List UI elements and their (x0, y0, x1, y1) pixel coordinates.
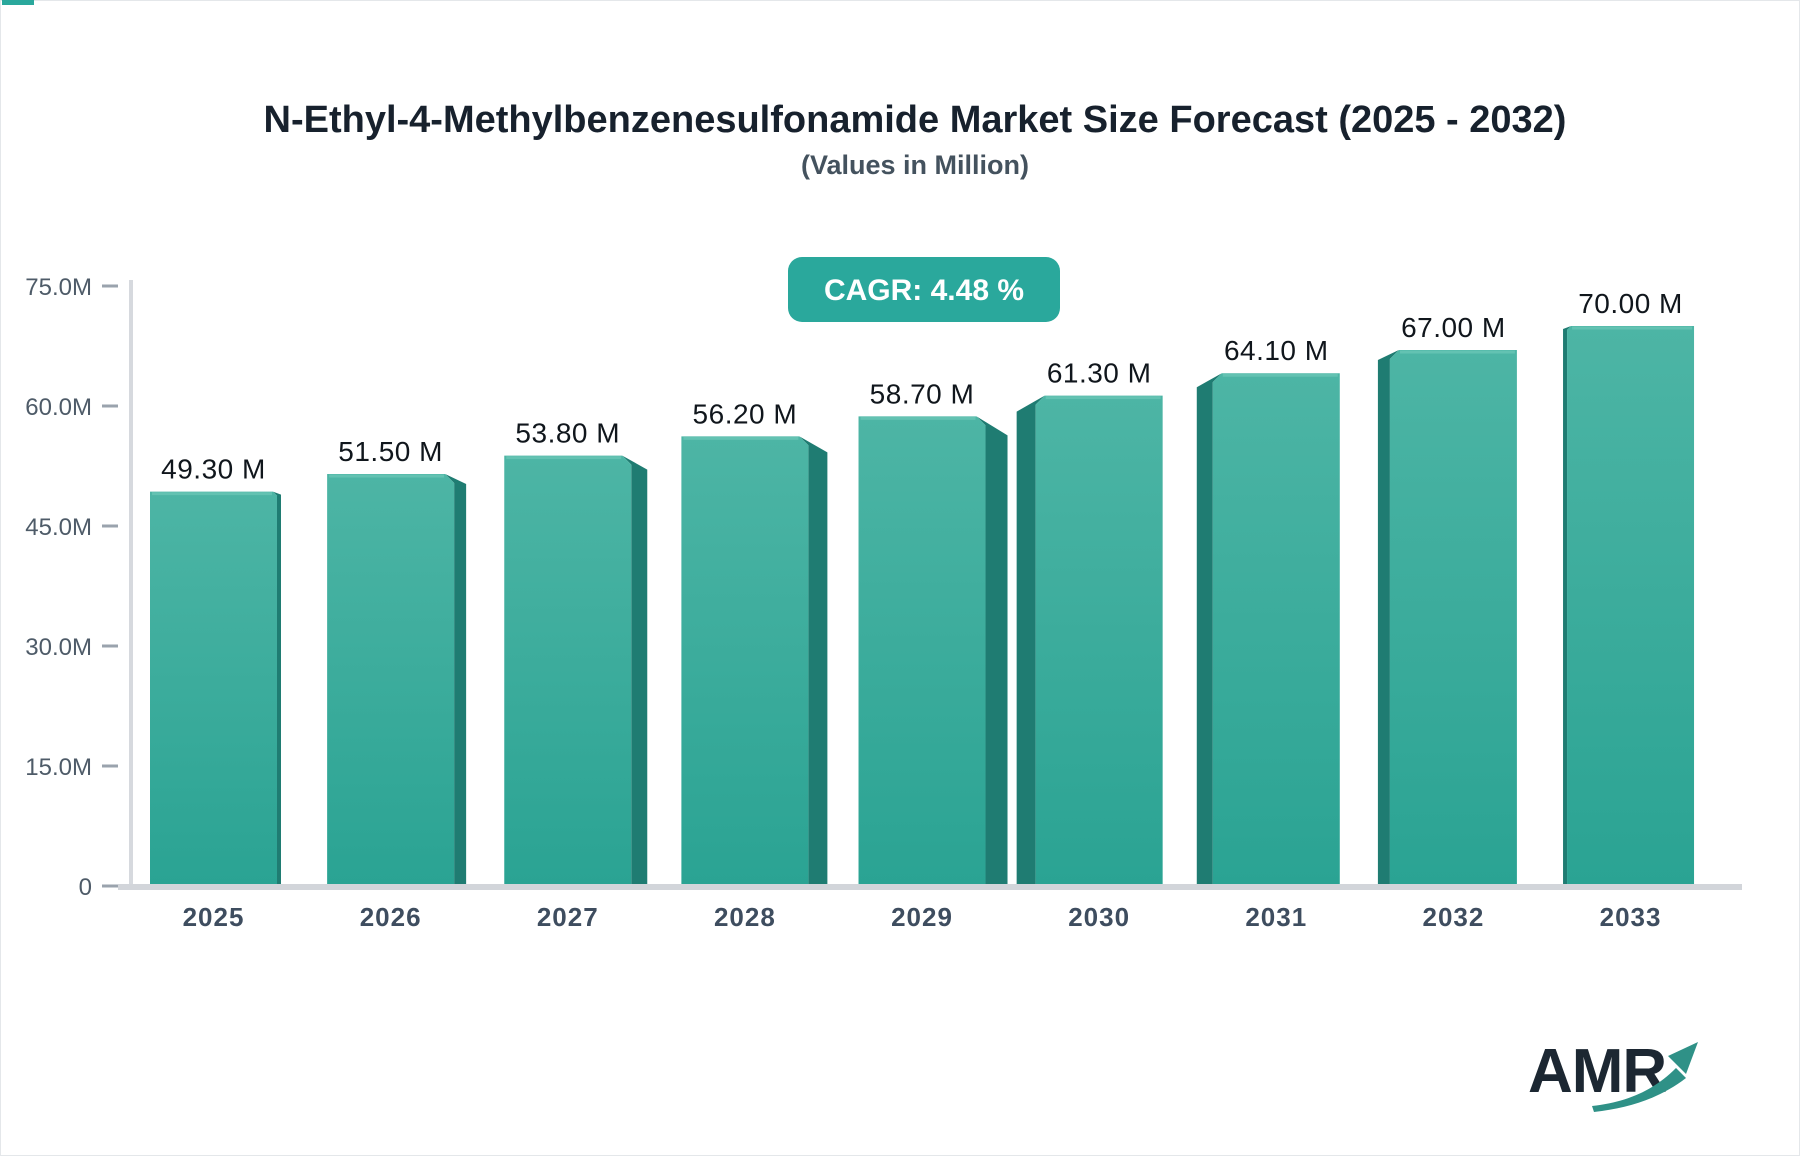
bar-front-face[interactable] (858, 416, 986, 886)
x-axis-baseline (118, 884, 1742, 890)
amr-logo: AMR (1528, 1037, 1698, 1112)
y-axis-tick-label: 30.0M (25, 634, 92, 661)
bar-side-face (799, 436, 828, 886)
bar-front-face[interactable] (327, 474, 455, 886)
cagr-badge-background (788, 257, 1060, 322)
y-axis-tick (102, 284, 118, 288)
bar-value-label: 64.10 M (1224, 335, 1329, 366)
bar-chart-plot-area: 0 15.0M 30.0M 45.0M 60.0M 75.0M 49.30 M 51.50 M… (25, 274, 1742, 932)
bar-value-label: 67.00 M (1401, 312, 1506, 343)
bar-value-label: 61.30 M (1047, 358, 1152, 389)
amr-logo-arrow-swoosh (1592, 1068, 1686, 1112)
bar-side-face (1016, 395, 1045, 886)
bar-group-2031: 64.10 M (1196, 335, 1340, 886)
bar-front-face[interactable] (1035, 395, 1163, 886)
bar-group-2029: 58.70 M (858, 378, 1008, 886)
bar-side-face (445, 474, 467, 886)
bar-front-face[interactable] (1567, 326, 1695, 886)
y-axis-tick (102, 884, 118, 888)
y-axis-tick-label: 60.0M (25, 394, 92, 421)
amr-logo-arrow-head-icon (1668, 1042, 1698, 1074)
y-axis-tick-label: 15.0M (25, 754, 92, 781)
bar-front-face[interactable] (681, 436, 809, 886)
x-axis-label: 2026 (360, 902, 422, 932)
x-axis-label: 2032 (1422, 902, 1484, 932)
bar-side-face (622, 455, 648, 886)
cagr-badge-label: CAGR: 4.48 % (824, 274, 1024, 307)
x-axis-label: 2029 (891, 902, 953, 932)
corner-accent-strip (2, 0, 34, 5)
bar-front-face[interactable] (1389, 350, 1517, 886)
y-axis-tick-label: 45.0M (25, 514, 92, 541)
bar-side-face (976, 416, 1008, 886)
bar-front-face[interactable] (150, 491, 277, 886)
bar-front-face[interactable] (504, 455, 632, 886)
bar-group-2033: 70.00 M (1563, 288, 1695, 886)
page-subtitle: (Values in Million) (801, 150, 1029, 180)
bar-value-label: 49.30 M (161, 454, 266, 485)
y-axis-tick (102, 404, 118, 408)
bar-side-face (1377, 350, 1399, 886)
bar-value-label: 51.50 M (338, 436, 443, 467)
y-axis-tick (102, 644, 118, 648)
page-title: N-Ethyl-4-Methylbenzenesulfonamide Marke… (264, 99, 1567, 141)
bar-group-2027: 53.80 M (504, 418, 648, 886)
bar-value-label: 70.00 M (1578, 288, 1683, 319)
bar-value-label: 56.20 M (693, 398, 798, 429)
y-axis-tick-label: 75.0M (25, 274, 92, 301)
y-axis-line (129, 280, 133, 886)
bar-group-2030: 61.30 M (1016, 358, 1163, 886)
bar-group-2028: 56.20 M (681, 398, 828, 886)
bar-value-label: 58.70 M (870, 378, 975, 409)
cagr-badge: CAGR: 4.48 % (788, 257, 1060, 322)
x-axis-label: 2030 (1068, 902, 1130, 932)
y-axis-tick (102, 764, 118, 768)
bar-group-2032: 67.00 M (1377, 312, 1517, 886)
x-axis-label: 2025 (183, 902, 245, 932)
y-axis-tick (102, 524, 118, 528)
y-axis-tick-label: 0 (79, 874, 92, 901)
bar-front-face[interactable] (1212, 373, 1340, 886)
bar-value-label: 53.80 M (515, 418, 620, 449)
bar-side-face (1196, 373, 1222, 886)
x-axis-label: 2028 (714, 902, 776, 932)
x-axis-label: 2031 (1245, 902, 1307, 932)
x-axis-label: 2033 (1600, 902, 1662, 932)
x-axis-label: 2027 (537, 902, 599, 932)
bar-group-2026: 51.50 M (327, 436, 467, 886)
bar-group-2025: 49.30 M (150, 454, 281, 886)
